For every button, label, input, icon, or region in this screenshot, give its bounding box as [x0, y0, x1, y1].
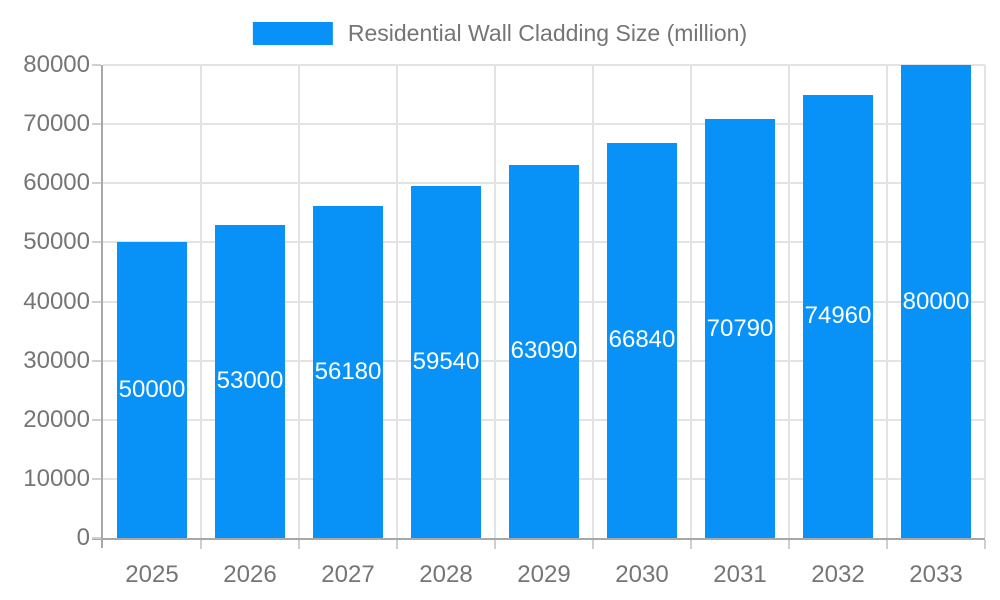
y-axis-tick — [92, 182, 101, 185]
gridline-vertical — [984, 65, 986, 538]
x-tick-label: 2030 — [615, 561, 669, 588]
bar-value-label: 63090 — [510, 337, 578, 365]
y-axis-tick — [92, 241, 101, 244]
legend-swatch — [252, 22, 333, 45]
bar: 80000 — [901, 65, 971, 538]
y-tick-label: 30000 — [23, 346, 90, 374]
legend[interactable]: Residential Wall Cladding Size (million) — [252, 20, 748, 47]
bar-value-label: 70790 — [706, 314, 774, 342]
bar-value-label: 53000 — [216, 367, 284, 395]
bar: 59540 — [411, 185, 481, 538]
x-axis-tick — [396, 540, 398, 549]
x-tick-label: 2026 — [223, 561, 277, 588]
bar-value-label: 50000 — [118, 376, 186, 404]
x-axis-tick — [886, 540, 888, 549]
x-axis-tick — [494, 540, 496, 549]
bar: 74960 — [803, 94, 873, 538]
y-tick-label: 40000 — [23, 287, 90, 315]
bar-value-label: 59540 — [412, 347, 480, 375]
gridline-vertical — [494, 65, 496, 538]
y-tick-label: 60000 — [23, 169, 90, 197]
y-axis-tick — [92, 300, 101, 303]
gridline-horizontal — [103, 64, 985, 66]
bar: 70790 — [705, 119, 775, 538]
x-axis-tick — [200, 540, 202, 549]
bar-value-label: 66840 — [608, 326, 676, 354]
y-axis-line — [101, 65, 103, 548]
y-tick-label: 80000 — [23, 51, 90, 78]
bar: 56180 — [313, 205, 383, 538]
x-tick-label: 2033 — [909, 561, 963, 588]
plot-area: 50000 53000 56180 59540 63090 66840 70790 74960… — [103, 64, 986, 538]
x-tick-label: 2028 — [419, 561, 473, 588]
y-tick-label: 70000 — [23, 110, 90, 138]
bar-value-label: 74960 — [804, 302, 872, 330]
x-tick-label: 2032 — [811, 561, 865, 588]
bar: 63090 — [509, 164, 579, 538]
x-tick-label: 2027 — [321, 561, 375, 588]
gridline-vertical — [298, 65, 300, 538]
x-axis-tick — [788, 540, 790, 549]
x-tick-label: 2031 — [713, 561, 767, 588]
y-axis-tick — [92, 418, 101, 421]
gridline-vertical — [788, 65, 790, 538]
y-axis-tick — [92, 477, 101, 480]
gridline-vertical — [592, 65, 594, 538]
bar: 53000 — [215, 224, 285, 538]
bar-value-label: 80000 — [902, 287, 970, 315]
x-tick-label: 2025 — [125, 561, 179, 588]
y-axis-tick — [92, 537, 101, 539]
y-tick-label: 10000 — [23, 464, 90, 492]
y-tick-label: 0 — [76, 524, 90, 551]
y-axis-tick — [92, 123, 101, 126]
legend-label: Residential Wall Cladding Size (million) — [347, 20, 748, 46]
gridline-vertical — [886, 65, 888, 538]
y-axis-tick — [92, 359, 101, 362]
bar: 66840 — [607, 142, 677, 538]
x-axis-tick — [592, 540, 594, 549]
x-axis-tick — [298, 540, 300, 549]
gridline-vertical — [690, 65, 692, 538]
y-tick-label: 50000 — [23, 228, 90, 256]
bar: 50000 — [117, 242, 187, 538]
x-tick-label: 2029 — [517, 561, 571, 588]
x-axis-tick — [984, 540, 986, 549]
x-axis-line — [92, 538, 985, 540]
x-axis-tick — [690, 540, 692, 549]
gridline-vertical — [396, 65, 398, 538]
bar-value-label: 56180 — [314, 357, 382, 385]
gridline-vertical — [200, 65, 202, 538]
y-axis-tick — [92, 64, 101, 66]
gridline-horizontal — [103, 123, 985, 126]
y-tick-label: 20000 — [23, 405, 90, 433]
